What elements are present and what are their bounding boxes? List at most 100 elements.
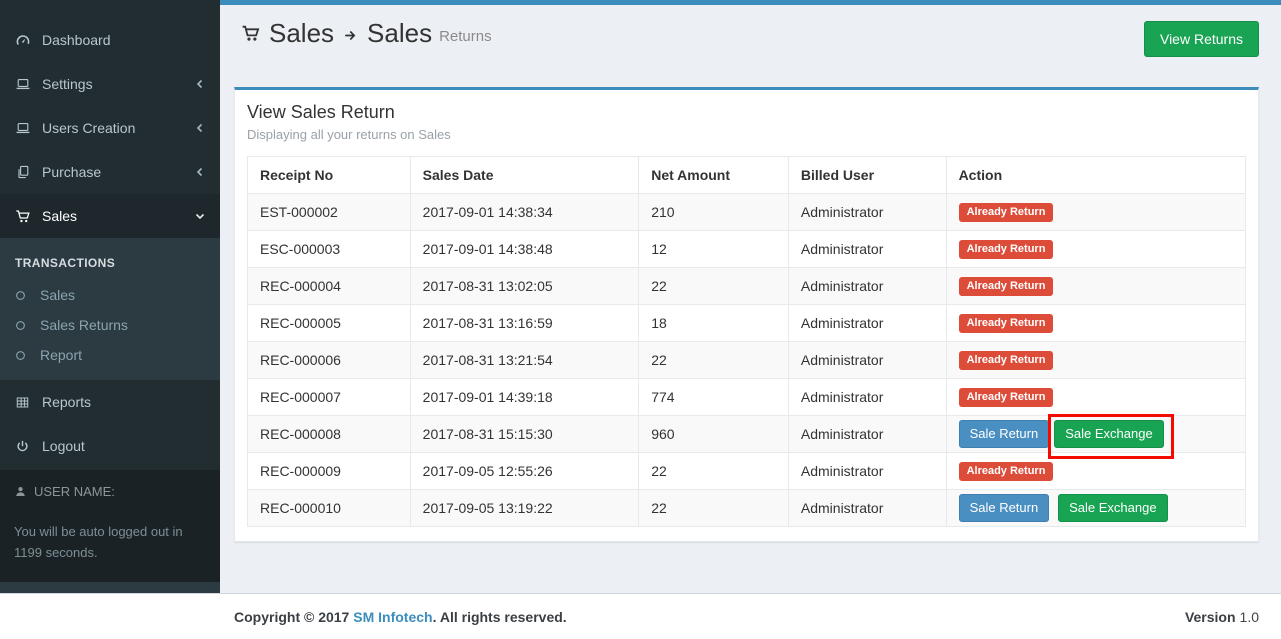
sidebar-item-reports[interactable]: Reports [0, 380, 220, 424]
laptop-icon [15, 76, 42, 92]
sidebar-item-label: Logout [42, 438, 85, 454]
action-cell: Already Return [945, 193, 1247, 231]
column-header-action: Action [945, 156, 1247, 194]
page-title: Sales [269, 18, 335, 48]
sidebar-item-dashboard[interactable]: Dashboard [0, 18, 220, 62]
sidebar-item-sales[interactable]: Sales [0, 194, 220, 238]
already-return-badge: Already Return [958, 314, 1054, 333]
action-cell: Already Return [945, 304, 1247, 342]
table-row: EST-000002 2017-09-01 14:38:34 210 Admin… [247, 193, 1247, 231]
column-header-net-amount: Net Amount [638, 156, 789, 194]
user-name-label: USER NAME: [34, 484, 115, 499]
table-row: REC-000008 2017-08-31 15:15:30 960 Admin… [247, 414, 1247, 459]
column-header-sales-date: Sales Date [409, 156, 640, 194]
billed-user-cell: Administrator [787, 489, 947, 527]
receipt-no-cell: REC-000009 [247, 452, 411, 490]
already-return-badge: Already Return [958, 462, 1054, 481]
sales-date-cell: 2017-08-31 13:21:54 [409, 341, 640, 379]
panel-title: View Sales Return [247, 102, 395, 122]
net-amount-cell: 960 [638, 415, 789, 453]
version-text: Version 1.0 [1185, 609, 1259, 625]
action-cell: Already Return [945, 341, 1247, 379]
billed-user-cell: Administrator [787, 341, 947, 379]
sidebar-item-users-creation[interactable]: Users Creation [0, 106, 220, 150]
column-header-receipt-no: Receipt No [247, 156, 411, 194]
net-amount-cell: 22 [638, 489, 789, 527]
net-amount-cell: 22 [638, 341, 789, 379]
cart-icon [241, 23, 262, 44]
user-icon [14, 485, 34, 498]
sale-return-button[interactable]: Sale Return [958, 494, 1050, 522]
view-returns-button[interactable]: View Returns [1143, 21, 1259, 57]
sidebar-nav: Dashboard Settings Users Creation [0, 0, 220, 468]
version-value: 1.0 [1239, 608, 1259, 625]
submenu-item-label: Sales [40, 287, 76, 303]
sales-return-panel: View Sales Return Displaying all your re… [234, 87, 1259, 542]
receipt-no-cell: ESC-000003 [247, 230, 411, 268]
sidebar-item-purchase[interactable]: Purchase [0, 150, 220, 194]
action-cell: Already Return [945, 452, 1247, 490]
already-return-badge: Already Return [958, 351, 1054, 370]
receipt-no-cell: REC-000007 [247, 378, 411, 416]
cart-icon [15, 208, 42, 225]
company-link[interactable]: SM Infotech [353, 608, 433, 625]
sidebar: Dashboard Settings Users Creation [0, 0, 220, 593]
submenu-item-report[interactable]: Report [0, 340, 220, 370]
net-amount-cell: 22 [638, 267, 789, 305]
sales-date-cell: 2017-08-31 13:02:05 [409, 267, 640, 305]
copyright-prefix: Copyright © 2017 [234, 608, 350, 625]
footer: Copyright © 2017 SM Infotech. All rights… [0, 593, 1281, 639]
arrow-right-icon [343, 28, 358, 43]
sidebar-item-settings[interactable]: Settings [0, 62, 220, 106]
billed-user-cell: Administrator [787, 230, 947, 268]
auto-logout-notice: You will be auto logged out in 1199 seco… [14, 524, 183, 561]
submenu-header: TRANSACTIONS [15, 256, 116, 270]
billed-user-cell: Administrator [787, 304, 947, 342]
content-header: Sales Sales Returns View Returns [220, 5, 1281, 57]
sales-date-cell: 2017-09-01 14:38:48 [409, 230, 640, 268]
sidebar-item-label: Reports [42, 394, 92, 410]
sales-date-cell: 2017-08-31 13:16:59 [409, 304, 640, 342]
copy-icon [15, 164, 42, 180]
net-amount-cell: 210 [638, 193, 789, 231]
table-row: REC-000006 2017-08-31 13:21:54 22 Admini… [247, 341, 1247, 379]
submenu-item-sales-returns[interactable]: Sales Returns [0, 310, 220, 340]
submenu-item-label: Sales Returns [40, 317, 128, 333]
sidebar-item-label: Purchase [42, 164, 102, 180]
billed-user-cell: Administrator [787, 452, 947, 490]
laptop-icon [15, 120, 42, 136]
table-row: REC-000005 2017-08-31 13:16:59 18 Admini… [247, 304, 1247, 342]
dashboard-icon [15, 32, 42, 48]
sale-return-button[interactable]: Sale Return [958, 420, 1050, 448]
sale-exchange-button[interactable]: Sale Exchange [1054, 420, 1164, 448]
sales-date-cell: 2017-08-31 15:15:30 [409, 415, 640, 453]
sale-exchange-button[interactable]: Sale Exchange [1058, 494, 1168, 522]
table-icon [15, 395, 42, 410]
main-content: Sales Sales Returns View Returns View Sa… [220, 0, 1281, 593]
sidebar-item-label: Dashboard [42, 32, 111, 48]
net-amount-cell: 18 [638, 304, 789, 342]
receipt-no-cell: REC-000006 [247, 341, 411, 379]
circle-icon [15, 320, 40, 331]
chevron-left-icon [195, 79, 205, 89]
circle-icon [15, 350, 40, 361]
sidebar-item-label: Settings [42, 76, 93, 92]
chevron-left-icon [195, 123, 205, 133]
copyright-text: Copyright © 2017 SM Infotech. All rights… [234, 609, 567, 625]
sidebar-filler [0, 581, 220, 593]
chevron-left-icon [195, 167, 205, 177]
already-return-badge: Already Return [958, 203, 1054, 222]
table-row: REC-000010 2017-09-05 13:19:22 22 Admini… [247, 489, 1247, 527]
billed-user-cell: Administrator [787, 267, 947, 305]
copyright-suffix: . All rights reserved. [432, 608, 567, 625]
receipt-no-cell: REC-000008 [247, 415, 411, 453]
submenu-item-sales[interactable]: Sales [0, 280, 220, 310]
column-header-billed-user: Billed User [787, 156, 947, 194]
panel-subtitle: Displaying all your returns on Sales [247, 127, 451, 142]
top-accent-bar [220, 0, 1281, 5]
breadcrumb: Sales Sales Returns [241, 18, 492, 49]
circle-icon [15, 290, 40, 301]
sales-date-cell: 2017-09-05 13:19:22 [409, 489, 640, 527]
sidebar-item-logout[interactable]: Logout [0, 424, 220, 468]
billed-user-cell: Administrator [787, 415, 947, 453]
